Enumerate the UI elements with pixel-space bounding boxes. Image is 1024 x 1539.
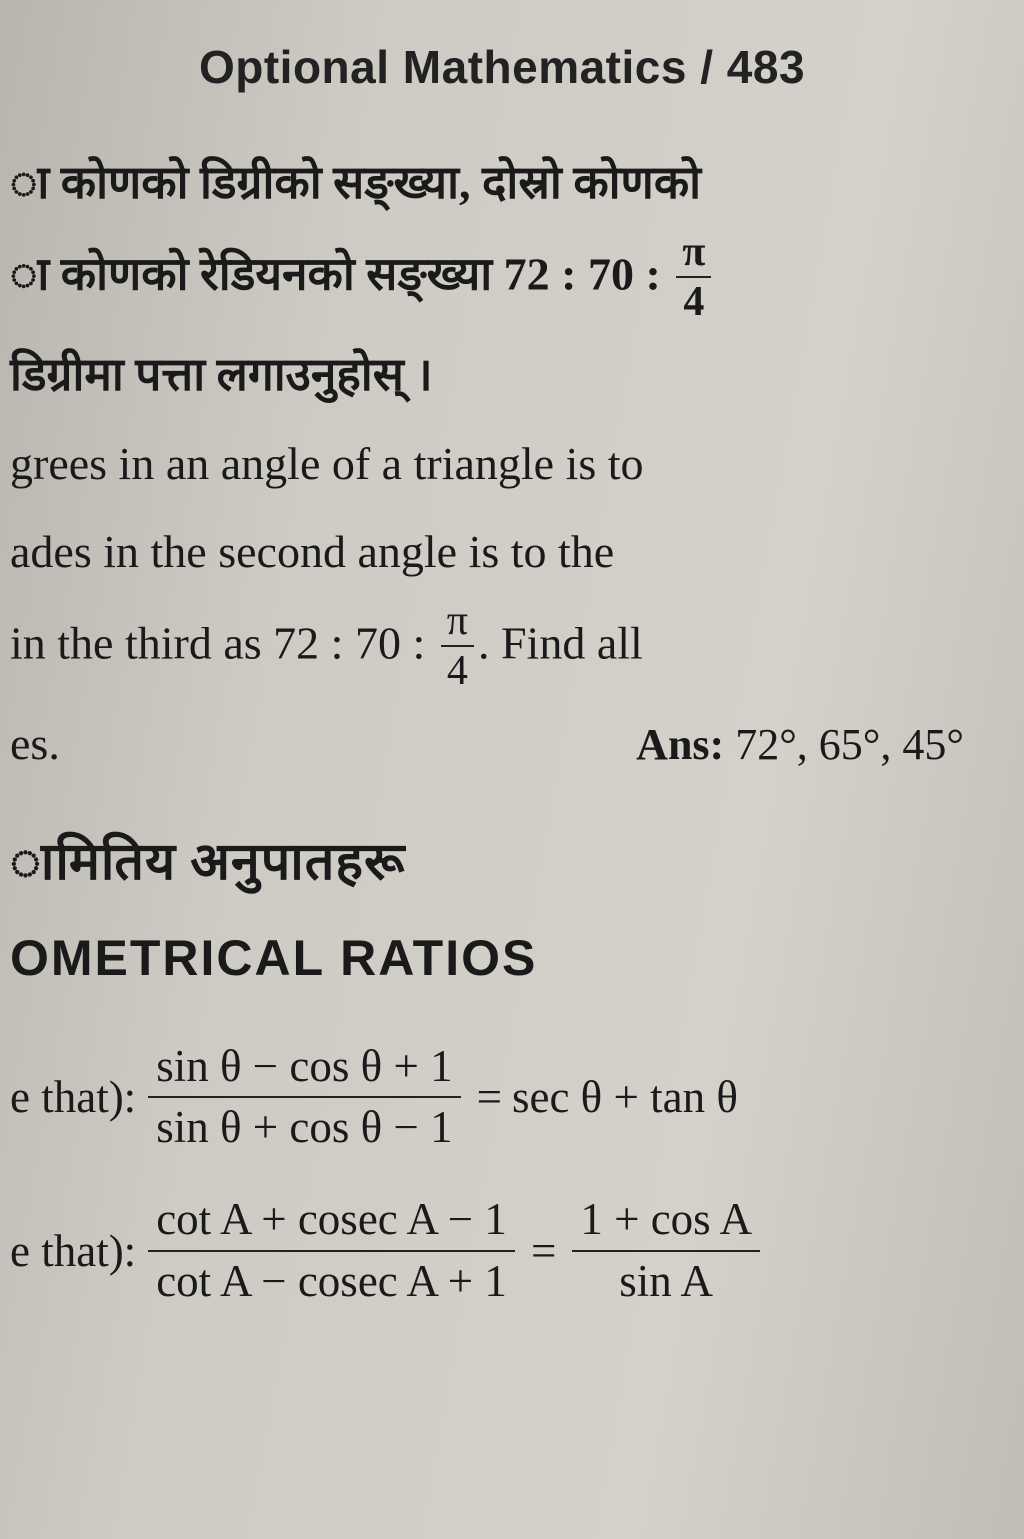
eq2-label: e that): xyxy=(10,1213,136,1290)
eq1-num: sin θ − cos θ + 1 xyxy=(148,1041,460,1099)
answer-label: Ans: xyxy=(636,720,724,769)
answer-es: es. xyxy=(10,705,60,783)
nepali-line-3: डिग्रीमा पत्ता लगाउनुहोस् । xyxy=(10,336,1004,414)
english-line-3: in the third as 72 : 70 : π 4 . Find all xyxy=(10,601,1004,695)
section-title-english: OMETRICAL RATIOS xyxy=(10,916,1004,1001)
fraction-pi-4: π 4 xyxy=(676,230,711,324)
fraction-den: 4 xyxy=(676,278,711,324)
fraction-num-b: π xyxy=(441,599,474,647)
nepali-line-2: ा कोणको रेडियनको सङ्ख्या 72 : 70 : π 4 xyxy=(10,232,1004,326)
section-title-nepali: ामितिय अनुपातहरू xyxy=(10,819,1004,907)
eq2-num: cot A + cosec A − 1 xyxy=(148,1194,515,1252)
english-line-3b: . Find all xyxy=(478,618,643,669)
equation-1: e that): sin θ − cos θ + 1 sin θ + cos θ… xyxy=(10,1041,1004,1155)
eq2-rhs-fraction: 1 + cos A sin A xyxy=(572,1194,760,1308)
eq2-rhs-den: sin A xyxy=(611,1252,721,1308)
equation-2: e that): cot A + cosec A − 1 cot A − cos… xyxy=(10,1194,1004,1308)
eq1-lhs-fraction: sin θ − cos θ + 1 sin θ + cos θ − 1 xyxy=(148,1041,460,1155)
nepali-line-1: ा कोणको डिग्रीको सङ्ख्या, दोस्रो कोणको xyxy=(10,144,1004,222)
fraction-pi-4-b: π 4 xyxy=(441,599,474,693)
eq1-label: e that): xyxy=(10,1059,136,1136)
english-line-3a: in the third as 72 : 70 : xyxy=(10,618,425,669)
answer-row: es. Ans: 72°, 65°, 45° xyxy=(10,705,1004,783)
eq2-rhs-num: 1 + cos A xyxy=(572,1194,760,1252)
body-text: ा कोणको डिग्रीको सङ्ख्या, दोस्रो कोणको ा… xyxy=(0,144,1004,1308)
english-line-2: ades in the second angle is to the xyxy=(10,513,1004,591)
fraction-num: π xyxy=(676,230,711,278)
page-header: Optional Mathematics / 483 xyxy=(0,40,1004,94)
answer-value: Ans: 72°, 65°, 45° xyxy=(636,708,964,783)
answer-degrees: 72°, 65°, 45° xyxy=(724,720,964,769)
page-scan: Optional Mathematics / 483 ा कोणको डिग्र… xyxy=(0,0,1024,1539)
eq1-den: sin θ + cos θ − 1 xyxy=(148,1098,460,1154)
eq2-den: cot A − cosec A + 1 xyxy=(148,1252,515,1308)
eq2-lhs-fraction: cot A + cosec A − 1 cot A − cosec A + 1 xyxy=(148,1194,515,1308)
nepali-line-2-text: ा कोणको रेडियनको सङ्ख्या 72 : 70 : xyxy=(10,249,661,300)
english-line-1: grees in an angle of a triangle is to xyxy=(10,425,1004,503)
eq1-equals: = xyxy=(477,1059,502,1136)
fraction-den-b: 4 xyxy=(441,647,474,693)
eq1-rhs: sec θ + tan θ xyxy=(512,1059,738,1136)
eq2-equals: = xyxy=(531,1213,556,1290)
